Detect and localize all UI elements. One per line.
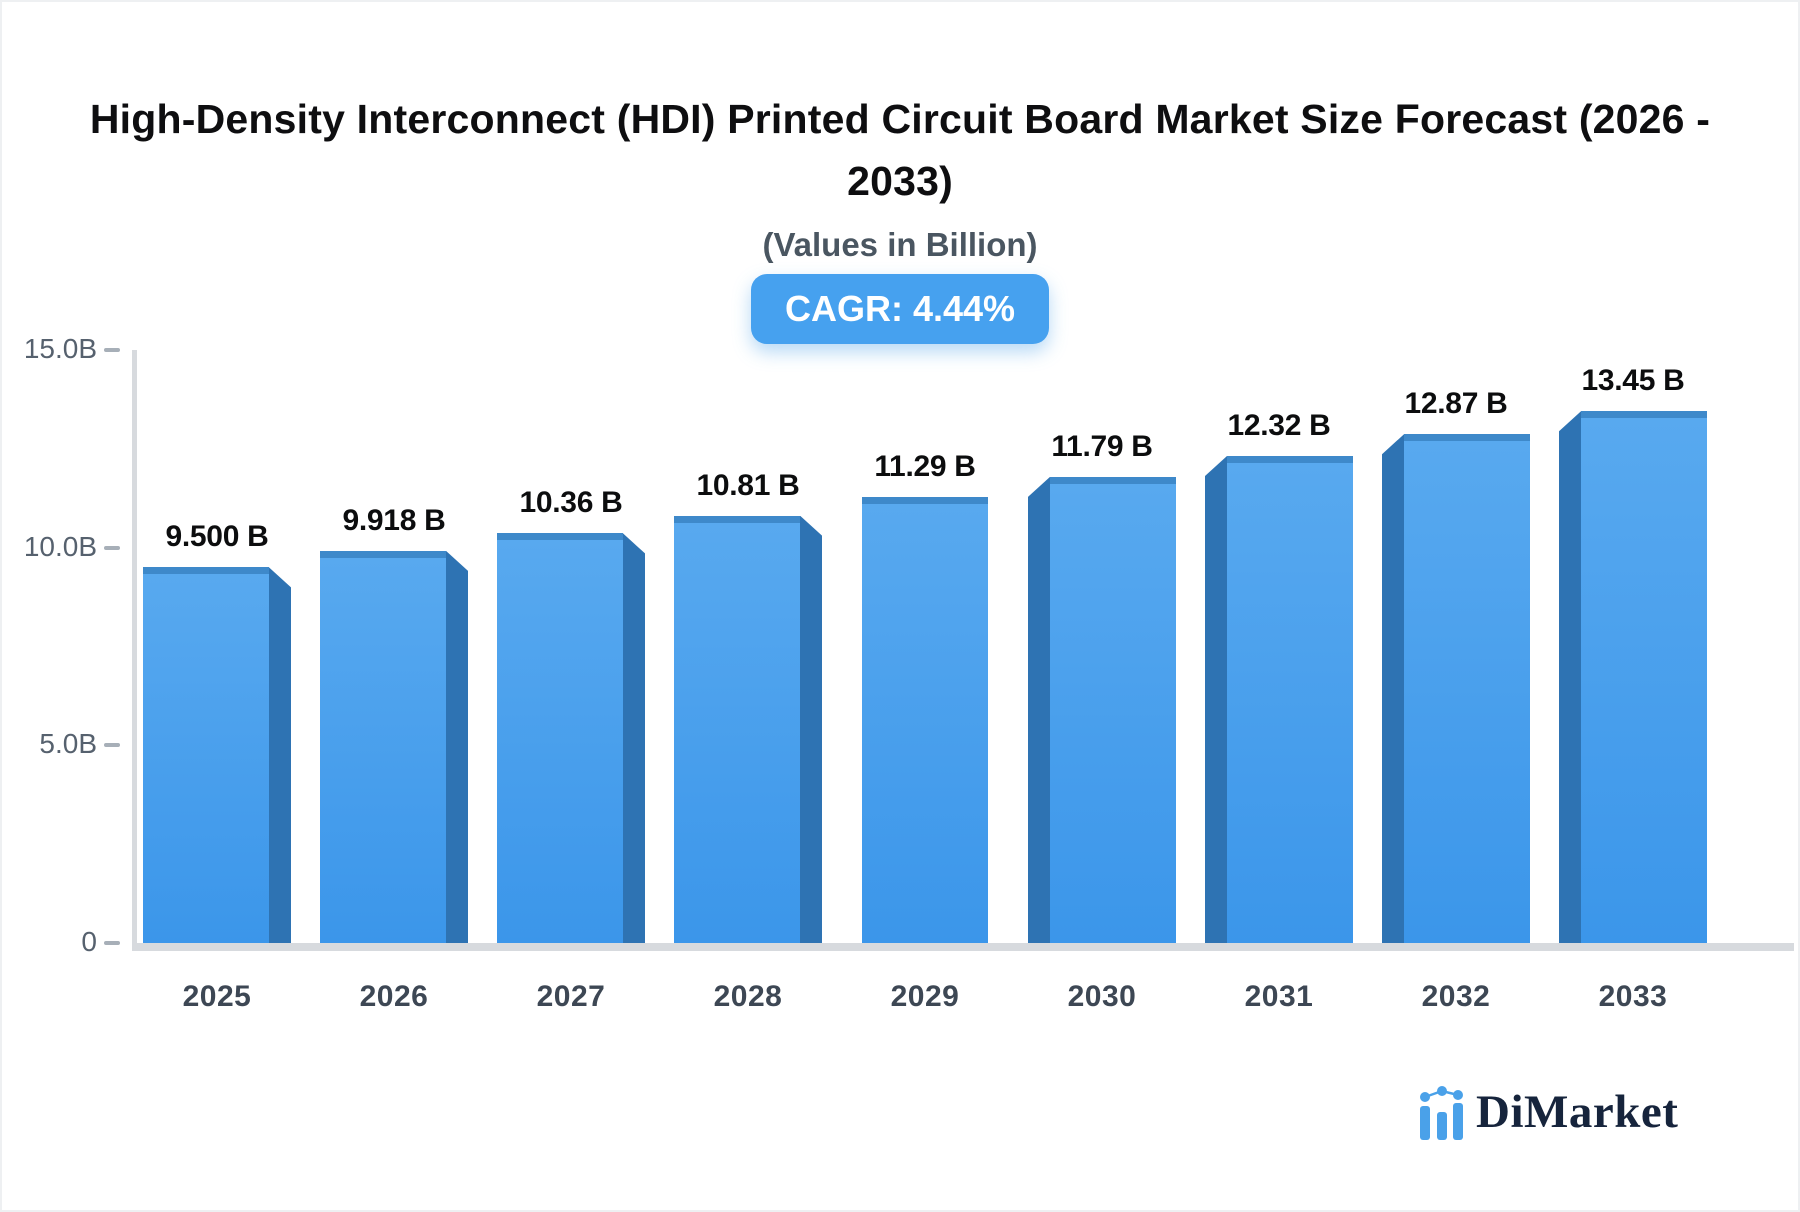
bar-face-2033 — [1581, 411, 1707, 943]
y-axis-tick-mark — [104, 743, 120, 748]
bar-value-label-2030: 11.79 B — [1051, 429, 1153, 463]
bar-face-2026 — [320, 550, 446, 943]
bar-face-2030 — [1050, 476, 1176, 943]
bar-2032 — [1382, 434, 1530, 943]
bar-value-label-2032: 12.87 B — [1404, 387, 1508, 421]
y-axis-tick-label: 10.0B — [23, 530, 97, 562]
bar-2026 — [320, 550, 468, 943]
bar-2033 — [1559, 411, 1707, 943]
x-axis-label-2031: 2031 — [1244, 980, 1314, 1013]
x-axis-label-2026: 2026 — [359, 980, 429, 1013]
bar-value-label-2027: 10.36 B — [519, 486, 623, 520]
y-axis-tick-mark — [104, 941, 120, 945]
cagr-badge-row: CAGR: 4.44% — [2, 274, 1798, 344]
x-axis-baseline — [132, 943, 1794, 951]
y-axis-tick-label: 5.0B — [39, 728, 97, 760]
bar-2031 — [1205, 455, 1353, 943]
bar-side-2033 — [1559, 411, 1581, 943]
y-axis-line — [132, 350, 137, 951]
y-axis-tick-mark — [104, 545, 120, 550]
bar-2030 — [1028, 476, 1176, 943]
bar-2025 — [143, 567, 291, 943]
bar-face-2032 — [1404, 434, 1530, 943]
chart-title: High-Density Interconnect (HDI) Printed … — [89, 96, 1711, 204]
bar-2027 — [497, 533, 645, 943]
bar-2029 — [851, 496, 999, 943]
bar-face-2025 — [143, 567, 269, 943]
bar-value-label-2029: 11.29 B — [874, 449, 976, 483]
bar-value-label-2033: 13.45 B — [1581, 364, 1685, 398]
chart-subtitle: (Values in Billion) — [762, 226, 1038, 263]
bar-value-label-2031: 12.32 B — [1227, 408, 1331, 442]
dimarket-logo-text: DiMarket — [1476, 1086, 1679, 1138]
y-axis-tick-label: 0 — [81, 926, 97, 957]
x-axis-label-2029: 2029 — [890, 980, 960, 1013]
x-axis-label-2027: 2027 — [536, 980, 606, 1013]
bar-value-label-2026: 9.918 B — [342, 503, 446, 537]
dimarket-logo: DiMarket — [1418, 1084, 1678, 1140]
bar-face-2027 — [497, 533, 623, 943]
bar-side-2030 — [1028, 476, 1050, 943]
bar-side-2027 — [623, 533, 645, 943]
bar-side-2031 — [1205, 455, 1227, 943]
bar-side-2028 — [800, 515, 822, 943]
bar-value-label-2028: 10.81 B — [696, 468, 800, 502]
bar-side-2032 — [1382, 434, 1404, 943]
bar-side-2025 — [269, 567, 291, 943]
x-axis-label-2032: 2032 — [1421, 980, 1491, 1013]
cagr-badge: CAGR: 4.44% — [750, 274, 1050, 344]
x-axis-label-2030: 2030 — [1067, 980, 1137, 1013]
x-axis-label-2025: 2025 — [182, 980, 252, 1013]
x-axis-label-2028: 2028 — [713, 980, 783, 1013]
bar-value-label-2025: 9.500 B — [165, 520, 269, 554]
bar-face-2028 — [674, 515, 800, 943]
dimarket-logo-icon — [1420, 1086, 1463, 1140]
x-axis-label-2033: 2033 — [1598, 980, 1668, 1013]
y-axis-tick-mark — [104, 348, 120, 352]
bar-2028 — [674, 515, 822, 943]
bar-face-2029 — [862, 496, 988, 943]
bar-face-2031 — [1227, 455, 1353, 943]
bar-side-2026 — [446, 550, 468, 943]
